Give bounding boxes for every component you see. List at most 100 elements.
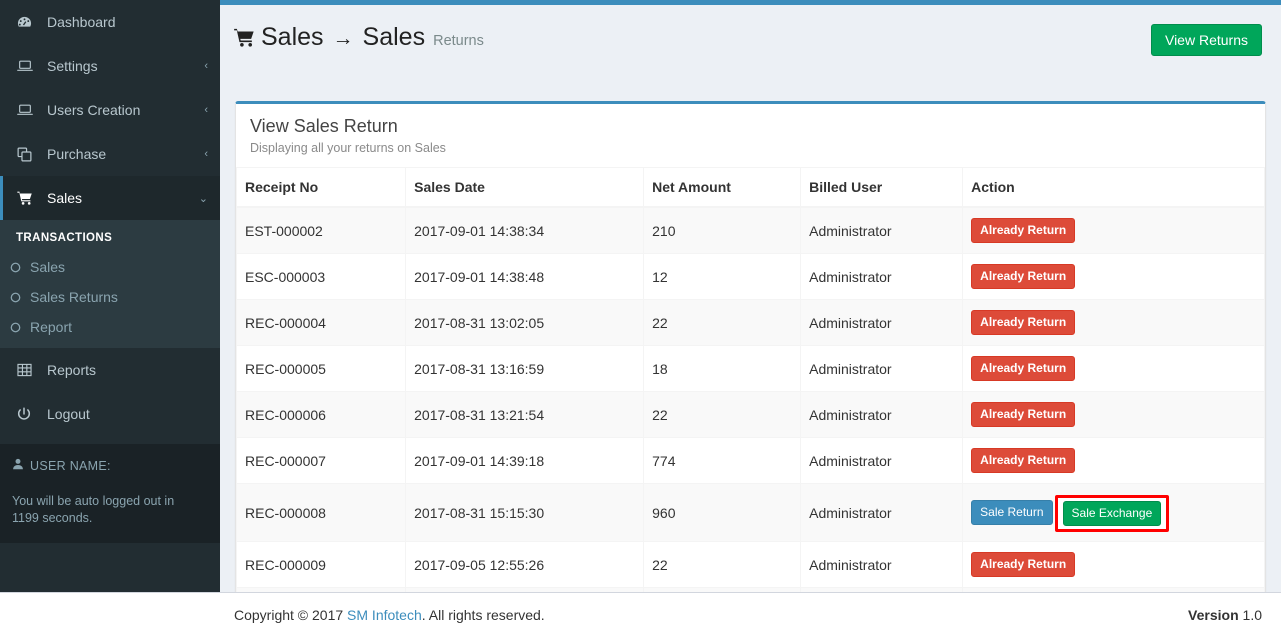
cell-net-amount: 774 [643, 437, 802, 484]
cell-receipt-no: ESC-000003 [235, 253, 407, 300]
sidebar-item-sales[interactable]: Sales ⌄ [0, 176, 220, 220]
already-return-button[interactable]: Already Return [971, 552, 1076, 577]
cell-action: Already Return [962, 253, 1265, 300]
view-returns-button[interactable]: View Returns [1150, 24, 1262, 56]
sidebar-item-settings[interactable]: Settings ‹ [0, 44, 220, 88]
cell-receipt-no: REC-000006 [235, 391, 407, 438]
already-return-button[interactable]: Already Return [971, 218, 1076, 243]
cell-action: Already Return [962, 391, 1265, 438]
cell-billed-user: Administrator [800, 253, 964, 300]
circle-o-icon [10, 262, 28, 273]
sale-exchange-button[interactable]: Sale Exchange [1062, 501, 1162, 526]
cell-net-amount: 22 [643, 541, 802, 588]
column-header-action: Action [962, 167, 1265, 208]
cell-net-amount: 18 [643, 345, 802, 392]
cell-net-amount: 12 [643, 253, 802, 300]
cell-sales-date: 2017-08-31 13:02:05 [405, 299, 645, 346]
power-off-icon [17, 407, 41, 422]
cell-receipt-no: EST-000002 [235, 206, 407, 254]
chevron-left-icon: ‹ [204, 60, 208, 72]
table-row: REC-000007 2017-09-01 14:39:18 774 Administ… [235, 437, 1265, 484]
laptop-icon [17, 103, 41, 117]
sidebar-secondary-nav: Reports Logout [0, 348, 220, 436]
copyright-prefix: Copyright © 2017 [234, 607, 348, 623]
already-return-button[interactable]: Already Return [971, 356, 1076, 381]
sidebar: Dashboard Settings ‹ Users Creation ‹ Purchas… [0, 0, 220, 592]
cell-sales-date: 2017-09-01 14:38:48 [405, 253, 645, 300]
cell-sales-date: 2017-08-31 13:21:54 [405, 391, 645, 438]
sidebar-item-label: Logout [47, 406, 90, 422]
already-return-button[interactable]: Already Return [971, 310, 1076, 335]
sidebar-item-label: Settings [47, 58, 98, 74]
cell-receipt-no: REC-000007 [235, 437, 407, 484]
cell-sales-date: 2017-09-01 14:38:34 [405, 206, 645, 254]
table-row: REC-000009 2017-09-05 12:55:26 22 Administr… [235, 541, 1265, 588]
panel-title: View Sales Return [250, 116, 398, 136]
user-name-row: USER NAME: [12, 458, 220, 473]
content-header: Sales → Sales Returns View Returns [220, 5, 1281, 75]
chevron-left-icon: ‹ [204, 104, 208, 116]
top-accent-bar [220, 0, 1281, 5]
user-panel: USER NAME: You will be auto logged out i… [0, 444, 220, 543]
user-icon [12, 458, 30, 473]
user-name-label: USER NAME: [30, 458, 111, 473]
sidebar-item-label: Users Creation [47, 102, 141, 118]
page-title: Sales → Sales Returns [234, 23, 1261, 52]
already-return-button[interactable]: Already Return [971, 448, 1076, 473]
submenu-item-report[interactable]: Report [0, 312, 220, 342]
version-label: Version [1188, 607, 1239, 623]
company-link[interactable]: SM Infotech [347, 607, 422, 623]
footer: Copyright © 2017 SM Infotech. All rights… [0, 592, 1281, 639]
sidebar-item-users-creation[interactable]: Users Creation ‹ [0, 88, 220, 132]
table-row: REC-000005 2017-08-31 13:16:59 18 Administr… [235, 345, 1265, 392]
page-title-primary: Sales [261, 23, 324, 51]
submenu-header: TRANSACTIONS [16, 232, 113, 244]
chevron-left-icon: ‹ [204, 148, 208, 160]
dashboard-icon [17, 15, 41, 30]
panel-header: View Sales Return Displaying all your re… [236, 104, 1265, 167]
column-header-sales-date: Sales Date [405, 167, 645, 208]
sidebar-submenu-transactions: TRANSACTIONS Sales Sales Returns Report [0, 220, 220, 348]
main-content: Sales → Sales Returns View Returns View … [220, 0, 1281, 635]
column-header-billed-user: Billed User [800, 167, 964, 208]
cell-billed-user: Administrator [800, 345, 964, 392]
sales-return-panel: View Sales Return Displaying all your re… [235, 101, 1266, 635]
cell-net-amount: 960 [643, 483, 802, 542]
table-body: EST-000002 2017-09-01 14:38:34 210 Administ… [235, 206, 1265, 634]
cell-sales-date: 2017-08-31 13:16:59 [405, 345, 645, 392]
sidebar-item-logout[interactable]: Logout [0, 392, 220, 436]
submenu-item-sales-returns[interactable]: Sales Returns [0, 282, 220, 312]
sale-return-button[interactable]: Sale Return [971, 500, 1053, 525]
cell-action: Already Return [962, 541, 1265, 588]
submenu-item-label: Report [30, 319, 73, 335]
cell-billed-user: Administrator [800, 541, 964, 588]
sidebar-item-label: Reports [47, 362, 97, 378]
sidebar-item-purchase[interactable]: Purchase ‹ [0, 132, 220, 176]
submenu-item-sales[interactable]: Sales [0, 252, 220, 282]
cell-net-amount: 22 [643, 299, 802, 346]
cell-receipt-no: REC-000009 [235, 541, 407, 588]
cell-sales-date: 2017-09-01 14:39:18 [405, 437, 645, 484]
cell-billed-user: Administrator [800, 299, 964, 346]
version-info: Version 1.0 [1188, 607, 1262, 623]
sidebar-item-label: Sales [47, 190, 83, 206]
circle-o-icon [10, 292, 28, 303]
column-header-net-amount: Net Amount [643, 167, 802, 208]
sidebar-item-reports[interactable]: Reports [0, 348, 220, 392]
shopping-cart-icon [17, 191, 41, 205]
panel-subtitle: Displaying all your returns on Sales [250, 141, 446, 155]
highlight-box: Sale Exchange [1054, 495, 1170, 532]
cell-billed-user: Administrator [800, 437, 964, 484]
cell-action: Already Return [962, 299, 1265, 346]
already-return-button[interactable]: Already Return [971, 402, 1076, 427]
cell-billed-user: Administrator [800, 483, 964, 542]
sidebar-item-dashboard[interactable]: Dashboard [0, 0, 220, 44]
cell-receipt-no: REC-000005 [235, 345, 407, 392]
version-value: 1.0 [1242, 607, 1262, 623]
cell-billed-user: Administrator [800, 391, 964, 438]
sidebar-main-nav: Dashboard Settings ‹ Users Creation ‹ Purchas… [0, 0, 220, 220]
already-return-button[interactable]: Already Return [971, 264, 1076, 289]
cell-action: Already Return [962, 345, 1265, 392]
table-header-row: Receipt No Sales Date Net Amount Billed Use… [235, 167, 1265, 208]
